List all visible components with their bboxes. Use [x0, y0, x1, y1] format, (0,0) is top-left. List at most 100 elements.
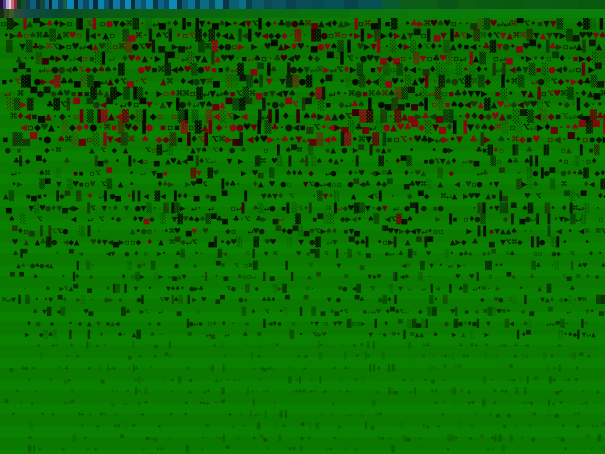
glyph-row: ▲♠·●♠●◀▲ ▌ ▒· ░ ●⌘ ▒ ● ◆ ▀⌘ ⌥ ▫⌘▓ ▌ ⌘ ▼ …: [16, 260, 605, 270]
noise-cell: [400, 0, 422, 9]
noise-cell: [502, 0, 524, 9]
noise-cell: [344, 0, 358, 9]
noise-cell: [83, 0, 89, 9]
noise-cell: [89, 0, 93, 9]
glyph-row: ▪•⌥▓▌●▶◀▓♣♠▄░▒▄↵▲♦⌥▄·⌥ ▲⌘ ♦◀●▼⌘▄ ░░▀▓♠▌▼…: [1, 75, 605, 88]
noise-cell: [246, 0, 252, 9]
noise-cell: [95, 9, 107, 18]
noise-cell: [40, 0, 45, 9]
noise-cell: [17, 0, 21, 9]
glyph-row: ▶ ◆░♣░ ▐ ▐ ♦ ♠· ▲▓ ♠ · ⌘ ↵▄ ↵ ♣ ⌘ ▒ • ⌥▶…: [24, 330, 596, 340]
glyph-row: ↵ ⌘ ▀●▀◆♠♥▪▪▪▓♣▲▓▶▒▐▒• ▶▫♦⌘⌘▫▓↵▼↵♠▪⌥▒⌘▄▪…: [4, 86, 605, 100]
noise-cell: [73, 9, 83, 18]
glyph-row: ▒ ·⌘ ◀ ♣♣ ░ ♥ ▪ · ♥ ▲ ♠ ▓ ░ ♣ ▀ ░ ▒ ▲ ▐ …: [29, 423, 605, 430]
noise-cell: [188, 0, 195, 9]
noise-cell: [239, 0, 246, 9]
noise-cell: [301, 9, 349, 18]
noise-cell: [155, 9, 175, 18]
glyph-row: ♥ ♥ ▄▪ ▄ ◆▒• ░ ♣ ▓ ● ▲▫ • ▪• ⌘ ▓ ▶▌ ⌘ ▐ …: [27, 376, 579, 384]
noise-cell: [177, 0, 182, 9]
noise-cell: [9, 9, 14, 18]
corrupted-scanline-strip: [0, 0, 605, 18]
noise-cell: [358, 0, 382, 9]
noise-cell: [78, 0, 83, 9]
noise-cell: [3, 0, 6, 9]
noise-cell: [45, 0, 49, 9]
noise-cell: [264, 0, 272, 9]
glyph-row: ░▒▶▓ ♣▓⌥▌▀ ▀●◀▀·↵♦▫▀▼·▲▼▐●♦↵▼♠▄▲▀▓▓▀ ▐•●…: [7, 98, 605, 112]
noise-cell: [26, 0, 30, 9]
glyph-row: ⌘↵▼▐ ▒ • •▼ ▀♦ ▶░ · ●▶ ▪ ●▌ ⌥♥▐♣▒ ▌▶ ♥ ▄…: [2, 295, 605, 305]
noise-cell: [215, 0, 223, 9]
noise-cell: [14, 0, 17, 9]
glyph-row: ▒ ▼▒♣▶⌘⌥▶▫♥↵◀▲♥░▫⌘▒●⌥♥▌▄ ▶▄↵ ▒⌘▓◆●▫▶ ▶ ♥…: [6, 40, 605, 54]
glyph-row: ▀♦▫▄ ▌▐⌥⌥● ░▐ · ▲•●▫· •⌘♥ ▄▼ ♥ ◆▫ ↵♥● ▀♦…: [12, 225, 605, 237]
glyph-row: ▪▐▒▄▀•● ♠⌘░▄▫░▐▼◀▓⌘ ♠ ◆◆▒▪▐♦⌥▌⌥⌘▶▄▌◀♦♥▶·…: [2, 132, 605, 146]
noise-cell: [286, 0, 296, 9]
noise-cell: [169, 0, 177, 9]
noise-cell: [83, 9, 95, 18]
glyph-row: ♠ ░ ⌥ ◀ ↵ ⌥ •◆ ♦▼▄◆ ░ ▼▓♥♠◆♠▒▀♣▄ ♣·⌥ ♣▶ …: [9, 214, 604, 226]
noise-cell: [382, 0, 400, 9]
noise-row: [0, 0, 605, 9]
noise-cell: [113, 0, 120, 9]
noise-cell: [137, 9, 155, 18]
noise-cell: [578, 0, 605, 9]
glyph-row: ◀▫◆♥▲·░◆◆♦●·⌘▪▒♥◆▐● ▪▫▪▓▫▓▲▌◆·●●♥▼▌▒♣·●◀…: [19, 120, 605, 135]
noise-cell: [349, 9, 409, 18]
noise-cell: [20, 9, 25, 18]
glyph-row: ▀ ▀ ♠ • ▐♦ ◆ ♦ ▫▒▶ ░▶ ↵▄▲▼ ·▌ • ▄ ♣▫▫↵ ▐…: [10, 272, 605, 282]
noise-cell: [30, 0, 36, 9]
noise-cell: [422, 0, 438, 9]
noise-cell: [36, 0, 40, 9]
glyph-row: ♠ ▶ ♥ ▫ •▫ ♣ ▐⌘ ▓ ◆ ▲ ▲♦ ▓ ▌▪· ▫▼ ▫▪♣▼▫▪…: [15, 388, 600, 396]
glyph-row: ▓▐ ▶ ◀ ▶ ◆ ▫ ♦♣ ▓ ◆ ▀ ♣ ♣♥ ▒ ▫▪ ░ ● ▓ ⌥ …: [27, 446, 605, 454]
noise-cell: [199, 9, 227, 18]
noise-row: [0, 9, 605, 18]
noise-cell: [229, 0, 239, 9]
glyph-row: •▶♣▫♠⌘♣▒▲⌘♥▫▐◀•▲▫ ▓▄⌘·▌♠⌥▌•▫⌥▓♦▓♦◀▲▐◀▌♥◀…: [3, 28, 605, 42]
corrupted-glyph-field: ▫▓▶▐▲▀▶♠♦▶▫▐▌⌥▌▫●▼◆⌘▓·░↵▄•♦▐▪▐▼•▄♠▶•◀▼⌥▌…: [0, 18, 605, 454]
glyph-row: ♣ ▼▓ ◀▒ ♥▄ ▓♣ ▶⌥ ↵ ▄ ▫ ▒ ♠ ⌥ •░ ▐ ▓ ▄ ♣▄…: [32, 307, 605, 316]
glyph-row: ▪▀▪ ↵↵●●◀♠⌥◆◆♠♠•▓ ●♥▪⌘▓◀♠♥▒●♥▪▪♦↵▓ ▄▀▐♠ …: [12, 63, 602, 77]
noise-cell: [476, 0, 502, 9]
noise-cell: [109, 0, 113, 9]
noise-cell: [14, 9, 20, 18]
noise-cell: [458, 0, 476, 9]
glyph-row: ⌘♦◀▪▄▲·◆·▫▌▒▐▓▲◀▓◆░▌◆▫ ▫▒▌▒ ▒◀░⌥▶◀ ▐↵▌▌♦…: [10, 108, 605, 123]
glyph-row: ◆ ◆▼ ▼ ▐⌥ ▲ ▼ ▌ · ▄ ▌ ◆ ░ ⌥ ░ ·░♥ ▐♠ ░ ⌘…: [36, 341, 562, 349]
glyph-row: ▄ ♣● ▪ ♥ ♣ ◀ ⌥ ▐↵◆ ▫▐♣ • · ● ⌥▌ ▌ ◆ ◀▄◀▪…: [9, 365, 605, 372]
noise-cell: [104, 0, 109, 9]
noise-cell: [175, 9, 199, 18]
noise-cell: [52, 0, 58, 9]
noise-cell: [0, 9, 4, 18]
noise-cell: [195, 0, 200, 9]
noise-cell: [0, 0, 3, 9]
noise-cell: [312, 0, 324, 9]
noise-cell: [135, 0, 141, 9]
noise-cell: [227, 9, 261, 18]
noise-cell: [46, 9, 54, 18]
noise-cell: [296, 0, 312, 9]
noise-cell: [67, 0, 74, 9]
noise-cell: [31, 9, 38, 18]
glyph-row: · ♠ ▶⌥▲▀ ▄ ♦▐▓ ▌ ▼ • ▼♠♠• ●▶♣ ⌥● ·▓ ◆ ░▶…: [22, 283, 575, 293]
noise-cell: [21, 0, 26, 9]
glyph-row: •▶ ▒▀ ▼ ░♥▪▫♥ ⌥▒ ▲ • ♦♠▶ ▶♥▀⌥ ▐♦♣· ♦▲ ♥ …: [11, 179, 605, 191]
noise-cell: [272, 0, 286, 9]
noise-cell: [141, 0, 146, 9]
noise-cell: [9, 0, 11, 9]
noise-cell: [25, 9, 31, 18]
noise-cell: [121, 9, 137, 18]
noise-cell: [146, 0, 153, 9]
noise-cell: [58, 0, 63, 9]
glyph-row: ▀ ▼ ◆↵ ♦♠▀ ▄ ↵↵ ◀ ♥ · ▼ ♦▶▶ ⌥ ▀ ▐ ▼ ▲ ▒ …: [4, 399, 600, 407]
noise-cell: [409, 9, 489, 18]
noise-cell: [223, 0, 229, 9]
glyph-row: ↵· ♠⌘ ░ ▪▪ ▫⌥ ▀ • ↵ ▼▄▪ ▓▼ ▓♥ ▶ ♥▄ ▒ ♠♦♠…: [11, 167, 605, 179]
glyph-row: ▲▒ ▪▄▪• ▐◆▀ ▓ ♦ ↵▌●▄ •▌▌◀ ▓◀ ▐♦♦ ▄ ◆▄ ▀ …: [3, 191, 605, 202]
noise-cell: [49, 0, 52, 9]
noise-cell: [554, 0, 578, 9]
glyph-row: ▫▓▶▐▲▀▶♠♦▶▫▐▌⌥▌▫●▼◆⌘▓·░↵▄•♦▐▪▐▼•▄♠▶•◀▼⌥▌…: [0, 18, 603, 30]
